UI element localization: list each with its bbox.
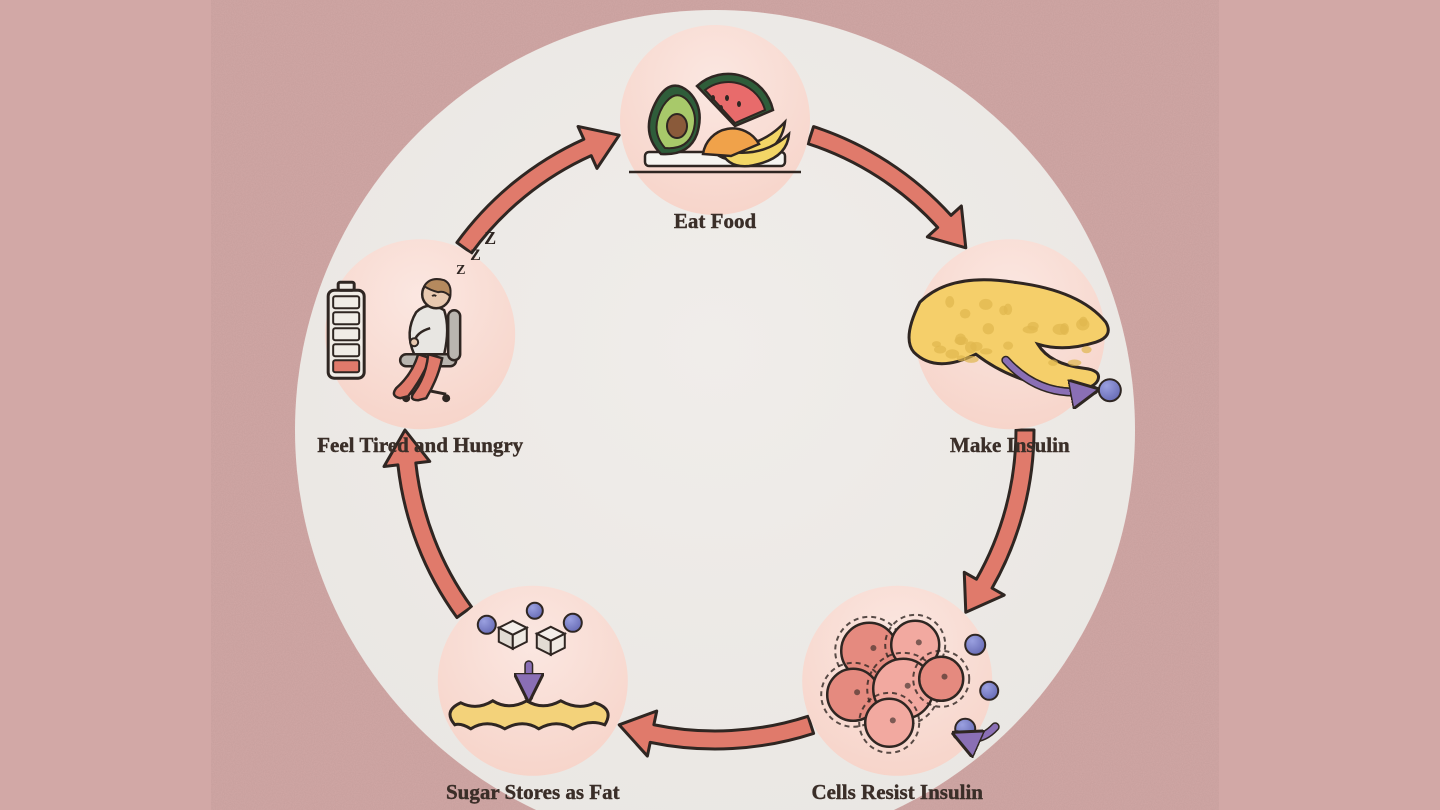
label-cells-resist: Cells Resist Insulin	[811, 780, 983, 804]
cycle-svg: Eat Food Make Insulin Cells Resist Insulin…	[0, 0, 1440, 810]
label-make-insulin: Make Insulin	[950, 433, 1070, 457]
label-eat-food: Eat Food	[674, 209, 757, 233]
label-sugar-fat: Sugar Stores as Fat	[446, 780, 620, 804]
svg-text:Z: Z	[456, 263, 465, 278]
diagram-stage: Eat Food Make Insulin Cells Resist Insulin…	[0, 0, 1440, 810]
label-tired-hungry: Feel Tired and Hungry	[317, 433, 523, 457]
svg-text:Z: Z	[484, 228, 496, 248]
svg-text:Z: Z	[470, 247, 481, 264]
